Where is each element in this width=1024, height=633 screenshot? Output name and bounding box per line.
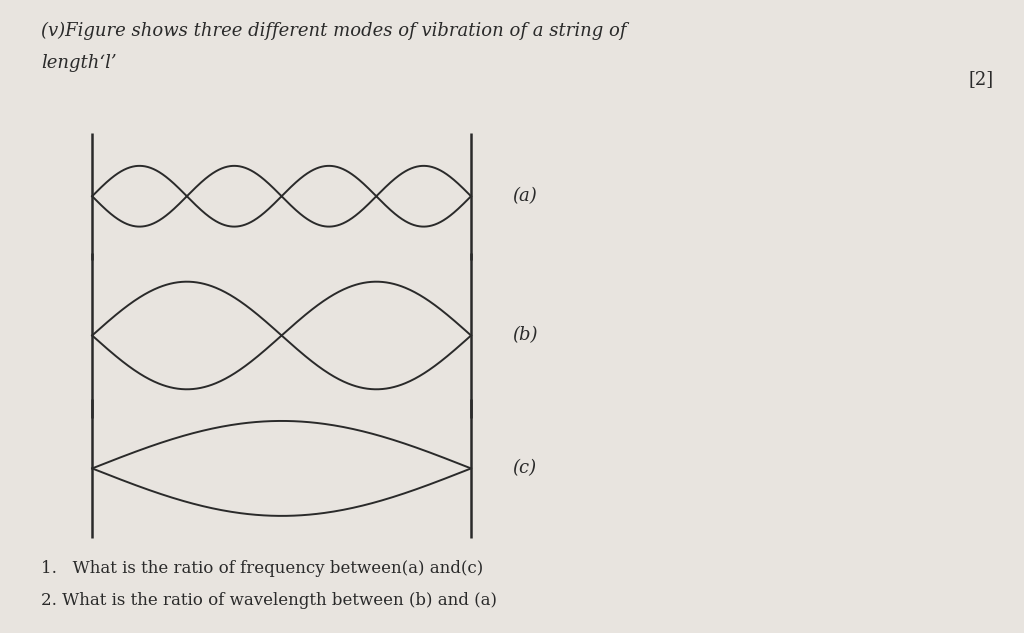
Text: (c): (c) [512,460,537,477]
Text: 1.   What is the ratio of frequency between(a) and(c): 1. What is the ratio of frequency betwee… [41,560,483,577]
Text: [2]: [2] [968,70,993,87]
Text: length‘l’: length‘l’ [41,54,117,72]
Text: 2. What is the ratio of wavelength between (b) and (a): 2. What is the ratio of wavelength betwe… [41,592,497,609]
Text: (b): (b) [512,327,538,344]
Text: (v)Figure shows three different modes of vibration of a string of: (v)Figure shows three different modes of… [41,22,627,41]
Text: (a): (a) [512,187,537,205]
